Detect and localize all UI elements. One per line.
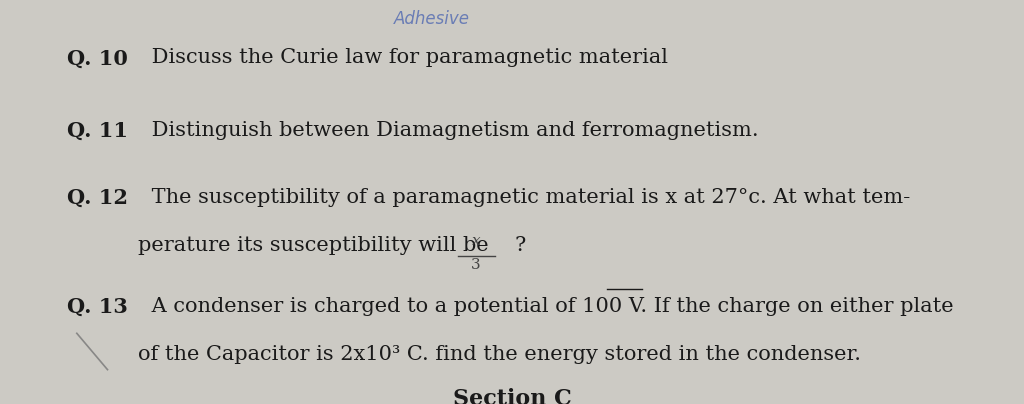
Text: A condenser is charged to a potential of 100 V. If the charge on either plate: A condenser is charged to a potential of… bbox=[145, 297, 953, 316]
Text: Q. 12: Q. 12 bbox=[67, 188, 128, 208]
Text: Q. 13: Q. 13 bbox=[67, 297, 127, 317]
Text: 3: 3 bbox=[471, 258, 481, 272]
Text: Discuss the Curie law for paramagnetic material: Discuss the Curie law for paramagnetic m… bbox=[145, 48, 668, 67]
Text: Section C: Section C bbox=[453, 388, 571, 404]
Text: Q. 10: Q. 10 bbox=[67, 48, 127, 69]
Text: Adhesive: Adhesive bbox=[394, 10, 470, 28]
Text: Distinguish between Diamagnetism and ferromagnetism.: Distinguish between Diamagnetism and fer… bbox=[145, 121, 759, 140]
Text: of the Capacitor is 2x10³ C. find the energy stored in the condenser.: of the Capacitor is 2x10³ C. find the en… bbox=[138, 345, 861, 364]
Text: The susceptibility of a paramagnetic material is x at 27°c. At what tem-: The susceptibility of a paramagnetic mat… bbox=[145, 188, 910, 207]
Text: perature its susceptibility will be    ?: perature its susceptibility will be ? bbox=[138, 236, 526, 255]
Text: x: x bbox=[472, 234, 480, 248]
Text: Q. 11: Q. 11 bbox=[67, 121, 128, 141]
